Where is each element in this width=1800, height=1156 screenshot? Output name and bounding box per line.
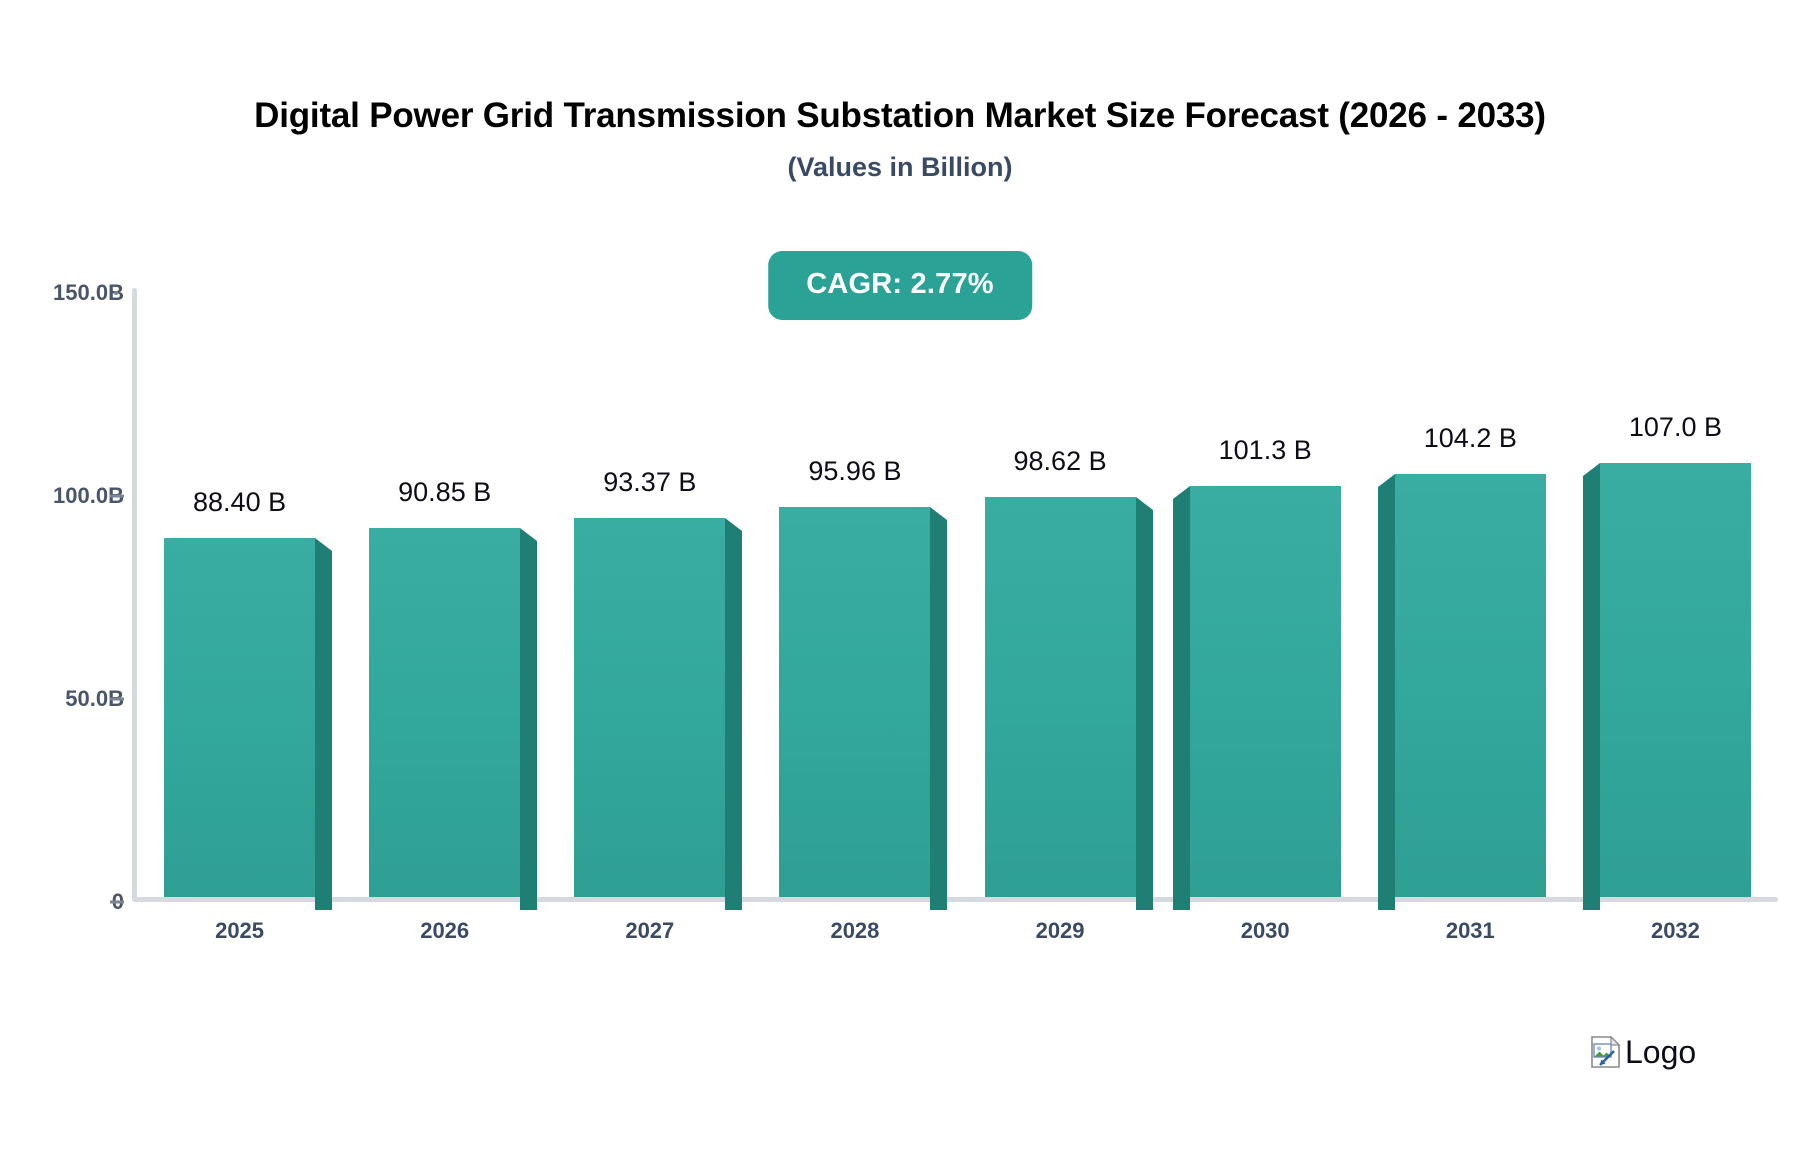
bar-slot: 95.96 B [752, 288, 957, 910]
bar-slot: 98.62 B [958, 288, 1163, 910]
bar-value-label: 104.2 B [1423, 423, 1517, 453]
bar-side-face [1135, 510, 1153, 910]
cagr-badge: CAGR: 2.77% [768, 251, 1032, 320]
bar-value-label: 95.96 B [808, 456, 902, 486]
bar-slot: 88.40 B [137, 288, 342, 910]
title-block: Digital Power Grid Transmission Substati… [0, 95, 1800, 183]
x-axis-label: 2027 [625, 918, 675, 943]
bar-side-face [930, 520, 948, 910]
logo-alt-text: Logo [1625, 1034, 1697, 1070]
bar-face [369, 528, 538, 910]
bar-slot: 90.85 B [342, 288, 547, 910]
y-axis-line [132, 288, 137, 902]
bar-slot: 104.2 B [1368, 288, 1573, 910]
x-axis-label: 2031 [1445, 918, 1495, 943]
x-axis-labels: 2025 2026 2027 2028 2029 2030 2031 2032 [137, 918, 1778, 944]
y-axis-tick-mark [110, 697, 124, 701]
bar-slot: 101.3 B [1163, 288, 1368, 910]
bar-top-face [1135, 497, 1153, 510]
bar-series: 88.40 B 90.85 B 93.37 B 95.96 B 98.62 B 101.3… [137, 288, 1778, 910]
x-axis-label: 2026 [420, 918, 470, 943]
bar[interactable]: 93.37 B [574, 467, 743, 910]
bar-value-label: 93.37 B [603, 467, 697, 497]
bar[interactable]: 101.3 B [1172, 435, 1341, 910]
bar-face [984, 497, 1153, 910]
bar[interactable]: 88.40 B [164, 487, 333, 910]
bar[interactable]: 95.96 B [779, 456, 948, 910]
x-axis-label: 2029 [1035, 918, 1085, 943]
bar-side-face [1172, 499, 1190, 910]
bar-value-label: 90.85 B [398, 477, 492, 507]
bar-side-face [520, 541, 538, 910]
y-axis-tick-mark [110, 900, 124, 904]
bar-top-face [520, 528, 538, 541]
bar-face [1582, 463, 1751, 910]
bar-face [779, 507, 948, 910]
bar-side-face [725, 531, 743, 910]
bar-face [1172, 486, 1341, 910]
x-axis-label: 2025 [215, 918, 265, 943]
bar-side-face [315, 551, 333, 910]
bar-top-face [315, 538, 333, 551]
bar-top-face [930, 507, 948, 520]
chart-subtitle: (Values in Billion) [787, 152, 1013, 182]
x-axis-label: 2028 [830, 918, 880, 943]
y-axis-tick-mark [110, 494, 124, 498]
bar-side-face [1377, 487, 1395, 910]
bar-face [574, 518, 743, 910]
bar-face [164, 538, 333, 910]
bar-top-face [725, 518, 743, 531]
bar-side-face [1582, 476, 1600, 910]
bar-top-face [1582, 463, 1600, 476]
bar[interactable]: 90.85 B [369, 477, 538, 910]
bar-slot: 107.0 B [1573, 288, 1778, 910]
bar-top-face [1172, 486, 1190, 499]
x-axis-label: 2030 [1240, 918, 1290, 943]
bar-value-label: 88.40 B [193, 487, 287, 517]
bar-value-label: 98.62 B [1013, 446, 1107, 476]
bar-value-label: 101.3 B [1218, 435, 1312, 465]
broken-image-icon [1589, 1035, 1623, 1069]
bar-top-face [1377, 474, 1395, 487]
bar-face [1377, 474, 1546, 910]
bar[interactable]: 104.2 B [1377, 423, 1546, 910]
y-axis-tick-label: 150.0B [53, 280, 124, 305]
bar[interactable]: 98.62 B [984, 446, 1153, 910]
x-axis-label: 2032 [1650, 918, 1700, 943]
bar-value-label: 107.0 B [1628, 412, 1722, 442]
bar[interactable]: 107.0 B [1582, 412, 1751, 910]
chart-title: Digital Power Grid Transmission Substati… [254, 96, 1546, 135]
y-axis-tick-mark [114, 291, 118, 295]
bar-slot: 93.37 B [547, 288, 752, 910]
x-axis-line [132, 897, 1778, 902]
logo: Logo [1589, 1035, 1696, 1069]
